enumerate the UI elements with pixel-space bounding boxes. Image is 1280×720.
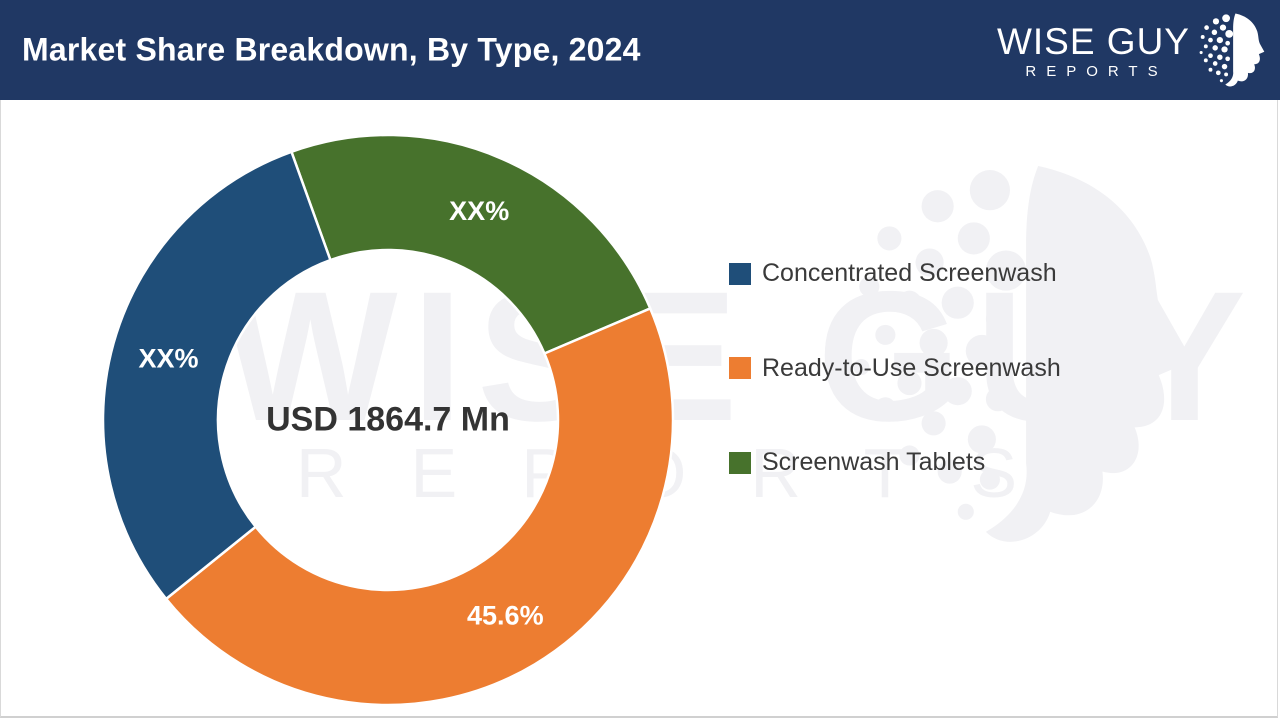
donut-chart: XX% 45.6% XX% (101, 133, 675, 707)
slice-concentrated-screenwash (101, 150, 332, 601)
legend-item: Ready-to-Use Screenwash (729, 353, 1061, 383)
wise-guy-logo: WISE GUY REPORTS (997, 6, 1266, 96)
slice-ready-to-use-screenwash (164, 307, 675, 707)
legend-label: Ready-to-Use Screenwash (762, 353, 1061, 382)
legend-label: Screenwash Tablets (762, 448, 986, 476)
watermark-head-profile-icon (853, 166, 1187, 542)
logo-brand-subtitle: REPORTS (1025, 63, 1168, 80)
slice-label-ready-to-use-screenwash: 45.6% (467, 601, 544, 631)
legend-swatch (729, 357, 751, 380)
slice-screenwash-tablets (290, 133, 652, 355)
legend-swatch (729, 262, 751, 285)
legend: Concentrated Screenwash Ready-to-Use Scre… (729, 259, 1061, 477)
legend-label: Concentrated Screenwash (762, 259, 1057, 287)
slice-label-concentrated-screenwash: XX% (138, 344, 198, 374)
dotted-head-profile-icon (1199, 13, 1265, 87)
slice-label-screenwash-tablets: XX% (449, 196, 509, 226)
page-title: Market Share Breakdown, By Type, 2024 (22, 31, 641, 68)
legend-item: Concentrated Screenwash (729, 259, 1061, 288)
logo-brand-name: WISE GUY (996, 21, 1190, 62)
legend-swatch (729, 451, 751, 474)
logo-text: WISE GUY REPORTS (997, 23, 1190, 79)
chart-center-value: USD 1864.7 Mn (266, 400, 510, 439)
header-bar: Market Share Breakdown, By Type, 2024 WI… (0, 0, 1280, 100)
chart-area: WISE GUY REPORTS XX% 45.6% XX% USD 1864.7 … (0, 100, 1278, 718)
legend-item: Screenwash Tablets (729, 448, 1061, 477)
